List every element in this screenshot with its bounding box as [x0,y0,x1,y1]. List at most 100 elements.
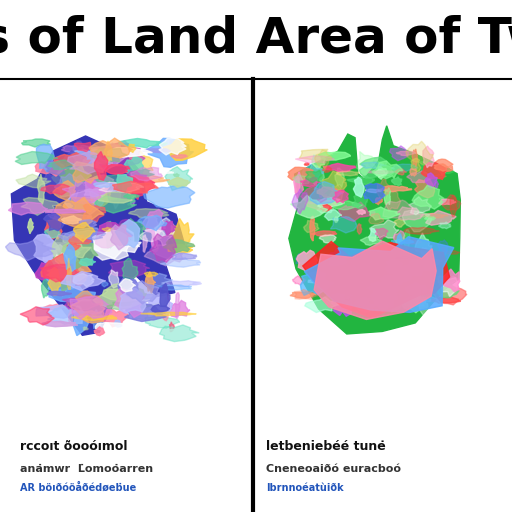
Polygon shape [74,223,95,242]
Polygon shape [119,279,135,292]
Polygon shape [335,168,345,187]
Polygon shape [391,240,414,244]
Polygon shape [357,152,376,176]
Polygon shape [317,187,344,197]
Polygon shape [421,163,446,179]
Polygon shape [369,294,398,308]
Polygon shape [49,286,96,302]
Polygon shape [84,188,106,197]
Polygon shape [361,293,388,311]
Polygon shape [387,254,415,272]
Polygon shape [331,295,355,316]
Polygon shape [335,287,368,293]
Polygon shape [318,152,351,160]
Polygon shape [55,253,69,267]
Polygon shape [102,282,108,287]
Polygon shape [138,216,167,231]
Polygon shape [393,256,418,260]
Polygon shape [385,191,401,211]
Polygon shape [415,177,435,198]
Polygon shape [54,153,90,168]
Polygon shape [119,289,145,313]
Polygon shape [301,186,328,204]
Polygon shape [174,174,179,177]
Polygon shape [77,268,84,277]
Polygon shape [294,289,318,300]
Polygon shape [109,261,150,278]
Polygon shape [430,297,461,303]
Polygon shape [107,302,152,310]
Polygon shape [330,185,343,205]
Polygon shape [91,229,140,260]
Polygon shape [370,220,399,238]
Polygon shape [119,138,167,148]
Polygon shape [306,170,322,183]
Polygon shape [104,141,113,163]
Polygon shape [48,268,61,295]
Polygon shape [58,233,73,240]
Polygon shape [45,228,60,238]
Polygon shape [423,146,434,168]
Polygon shape [332,190,348,203]
Polygon shape [442,278,458,296]
Polygon shape [21,198,61,216]
Polygon shape [391,164,418,173]
Polygon shape [384,187,390,205]
Polygon shape [94,182,112,188]
Polygon shape [322,171,347,191]
Polygon shape [63,228,114,251]
Polygon shape [73,306,89,335]
Polygon shape [70,291,105,316]
Polygon shape [352,193,368,209]
Polygon shape [147,138,194,167]
Polygon shape [152,229,160,254]
Polygon shape [353,177,365,197]
Polygon shape [310,182,343,204]
Polygon shape [118,279,138,296]
Polygon shape [311,231,337,236]
Polygon shape [305,297,339,312]
Polygon shape [410,256,442,271]
Polygon shape [37,174,46,204]
Polygon shape [129,209,169,218]
Polygon shape [295,252,308,264]
Polygon shape [114,320,122,327]
Polygon shape [328,248,347,266]
Polygon shape [312,155,325,168]
Polygon shape [95,196,137,213]
Polygon shape [28,219,34,234]
Polygon shape [419,296,443,317]
Polygon shape [396,169,407,175]
Polygon shape [121,144,130,151]
Polygon shape [403,229,410,250]
Polygon shape [53,181,76,201]
Polygon shape [117,175,133,192]
Polygon shape [16,174,51,188]
Polygon shape [102,227,114,231]
Polygon shape [80,197,117,201]
Polygon shape [421,248,429,260]
Polygon shape [290,292,316,298]
Polygon shape [292,189,308,214]
Polygon shape [435,181,439,188]
Polygon shape [301,272,333,295]
Polygon shape [93,289,139,308]
Polygon shape [439,199,456,205]
Polygon shape [305,199,337,210]
Polygon shape [302,164,324,182]
Polygon shape [380,186,412,191]
Polygon shape [167,244,193,252]
Polygon shape [360,237,382,245]
Polygon shape [402,210,432,232]
Polygon shape [102,164,130,174]
Text: lbrnnoéatùiðk: lbrnnoéatùiðk [266,482,344,493]
Polygon shape [420,280,430,298]
Polygon shape [43,304,66,310]
Polygon shape [160,283,170,307]
Polygon shape [47,269,74,278]
Polygon shape [109,270,119,288]
Polygon shape [107,147,153,158]
Polygon shape [323,166,332,173]
Polygon shape [61,271,105,290]
Polygon shape [111,225,132,250]
